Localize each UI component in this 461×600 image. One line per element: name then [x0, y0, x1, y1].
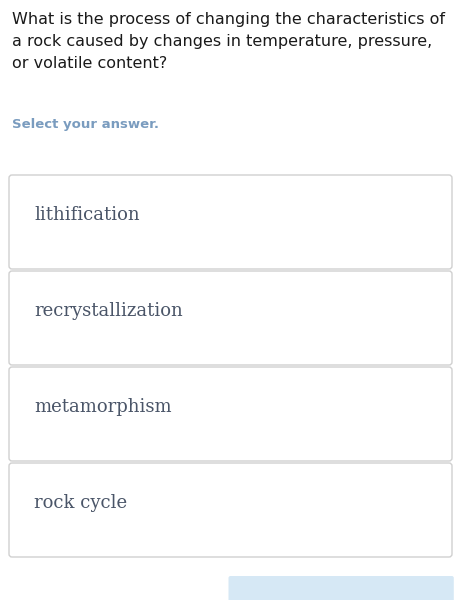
- Text: lithification: lithification: [34, 206, 140, 224]
- Text: rock cycle: rock cycle: [34, 494, 127, 512]
- FancyBboxPatch shape: [9, 175, 452, 269]
- FancyBboxPatch shape: [9, 271, 452, 365]
- FancyBboxPatch shape: [9, 463, 452, 557]
- FancyBboxPatch shape: [229, 576, 454, 600]
- Text: metamorphism: metamorphism: [34, 398, 171, 416]
- Text: or volatile content?: or volatile content?: [12, 56, 167, 71]
- FancyBboxPatch shape: [9, 367, 452, 461]
- Text: recrystallization: recrystallization: [34, 302, 183, 320]
- Text: Select your answer.: Select your answer.: [12, 118, 159, 131]
- Text: What is the process of changing the characteristics of: What is the process of changing the char…: [12, 12, 445, 27]
- Text: a rock caused by changes in temperature, pressure,: a rock caused by changes in temperature,…: [12, 34, 432, 49]
